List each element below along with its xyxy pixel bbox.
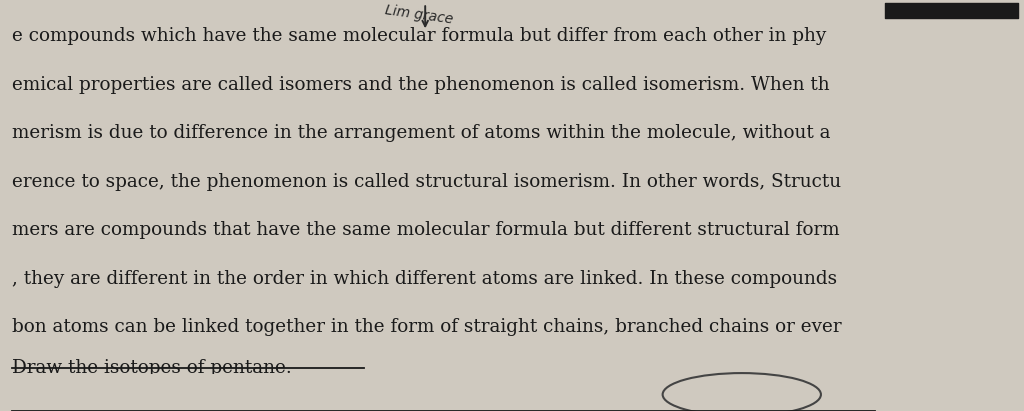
Text: erence to space, the phenomenon is called structural isomerism. In other words, : erence to space, the phenomenon is calle… <box>11 173 841 191</box>
Text: merism is due to difference in the arrangement of atoms within the molecule, wit: merism is due to difference in the arran… <box>11 125 830 142</box>
Text: bon atoms can be linked together in the form of straight chains, branched chains: bon atoms can be linked together in the … <box>11 318 842 336</box>
Text: Explain why we cannot have isomers of first three members of alkane series?: Explain why we cannot have isomers of fi… <box>11 408 734 411</box>
Text: mers are compounds that have the same molecular formula but different structural: mers are compounds that have the same mo… <box>11 221 840 239</box>
Text: emical properties are called isomers and the phenomenon is called isomerism. Whe: emical properties are called isomers and… <box>11 76 829 94</box>
Text: Draw the isotopes of pentane.: Draw the isotopes of pentane. <box>11 359 292 377</box>
Text: e compounds which have the same molecular formula but differ from each other in : e compounds which have the same molecula… <box>11 28 825 46</box>
Text: , they are different in the order in which different atoms are linked. In these : , they are different in the order in whi… <box>11 270 837 288</box>
Text: Lim grace: Lim grace <box>384 3 455 27</box>
